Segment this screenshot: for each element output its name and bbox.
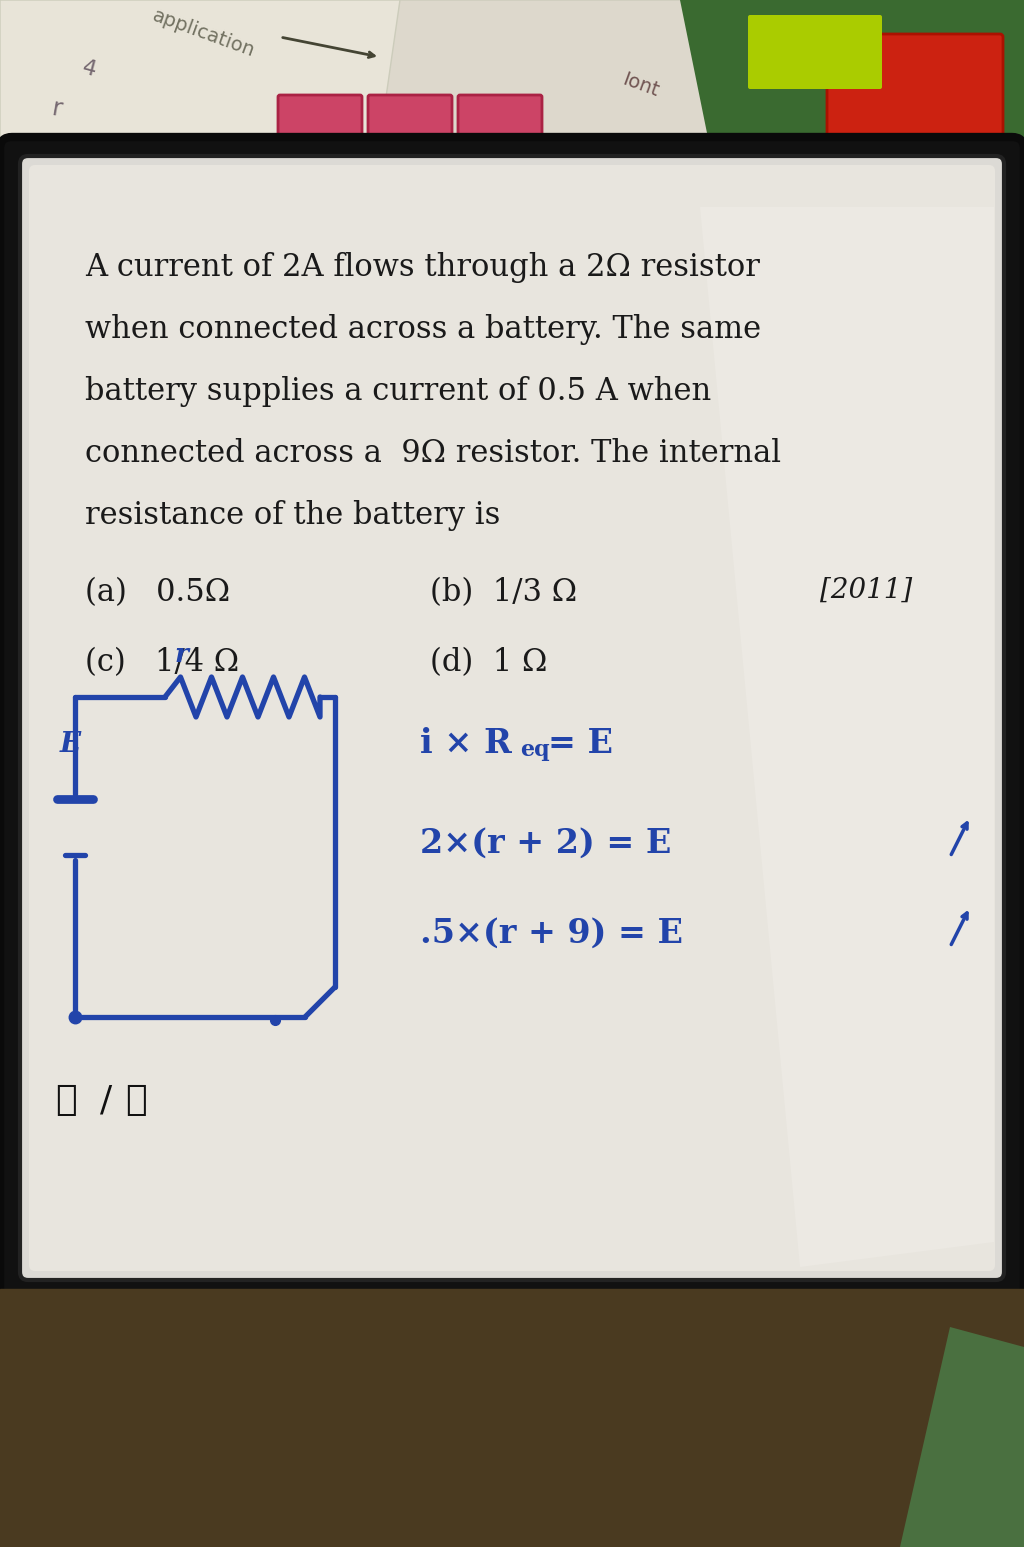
Text: ①: ① — [55, 1083, 77, 1117]
Text: /: / — [100, 1083, 112, 1117]
Text: .5×(r + 9) = E: .5×(r + 9) = E — [420, 917, 683, 950]
FancyBboxPatch shape — [827, 34, 1002, 139]
Text: application: application — [150, 6, 258, 60]
Polygon shape — [0, 0, 550, 347]
Text: connected across a  9Ω resistor. The internal: connected across a 9Ω resistor. The inte… — [85, 438, 781, 469]
Polygon shape — [700, 207, 994, 1267]
Text: r: r — [50, 96, 65, 122]
FancyBboxPatch shape — [20, 156, 1004, 1279]
Text: Iont: Iont — [620, 70, 662, 101]
Text: = E: = E — [548, 727, 613, 760]
Text: A current of 2A flows through a 2Ω resistor: A current of 2A flows through a 2Ω resis… — [85, 252, 760, 283]
Text: 2×(r + 2) = E: 2×(r + 2) = E — [420, 828, 672, 860]
Text: when connected across a battery. The same: when connected across a battery. The sam… — [85, 314, 761, 345]
Polygon shape — [350, 0, 1024, 367]
Bar — [0, 1289, 1024, 1547]
FancyBboxPatch shape — [29, 166, 995, 1272]
Text: E: E — [59, 730, 81, 758]
FancyBboxPatch shape — [748, 15, 882, 90]
Polygon shape — [900, 1327, 1024, 1547]
Text: (a)   0.5Ω: (a) 0.5Ω — [85, 577, 230, 608]
Text: ②: ② — [125, 1083, 146, 1117]
FancyBboxPatch shape — [0, 138, 1024, 1301]
Text: r: r — [175, 642, 188, 667]
Polygon shape — [680, 0, 1024, 196]
Polygon shape — [0, 0, 1024, 1247]
Text: ②: ② — [476, 213, 504, 241]
Text: eq: eq — [520, 739, 550, 761]
Text: i × R: i × R — [420, 727, 512, 760]
FancyBboxPatch shape — [458, 94, 542, 220]
FancyBboxPatch shape — [278, 94, 362, 220]
Text: [2011]: [2011] — [820, 577, 912, 603]
Bar — [0, 0, 1024, 1247]
FancyBboxPatch shape — [368, 94, 452, 220]
Text: resistance of the battery is: resistance of the battery is — [85, 500, 501, 531]
Text: (d)  1 Ω: (d) 1 Ω — [430, 647, 548, 678]
Text: (b)  1/3 Ω: (b) 1/3 Ω — [430, 577, 578, 608]
Text: 4: 4 — [80, 59, 99, 80]
Text: (c)   1/4 Ω: (c) 1/4 Ω — [85, 647, 240, 678]
Text: battery supplies a current of 0.5 A when: battery supplies a current of 0.5 A when — [85, 376, 712, 407]
